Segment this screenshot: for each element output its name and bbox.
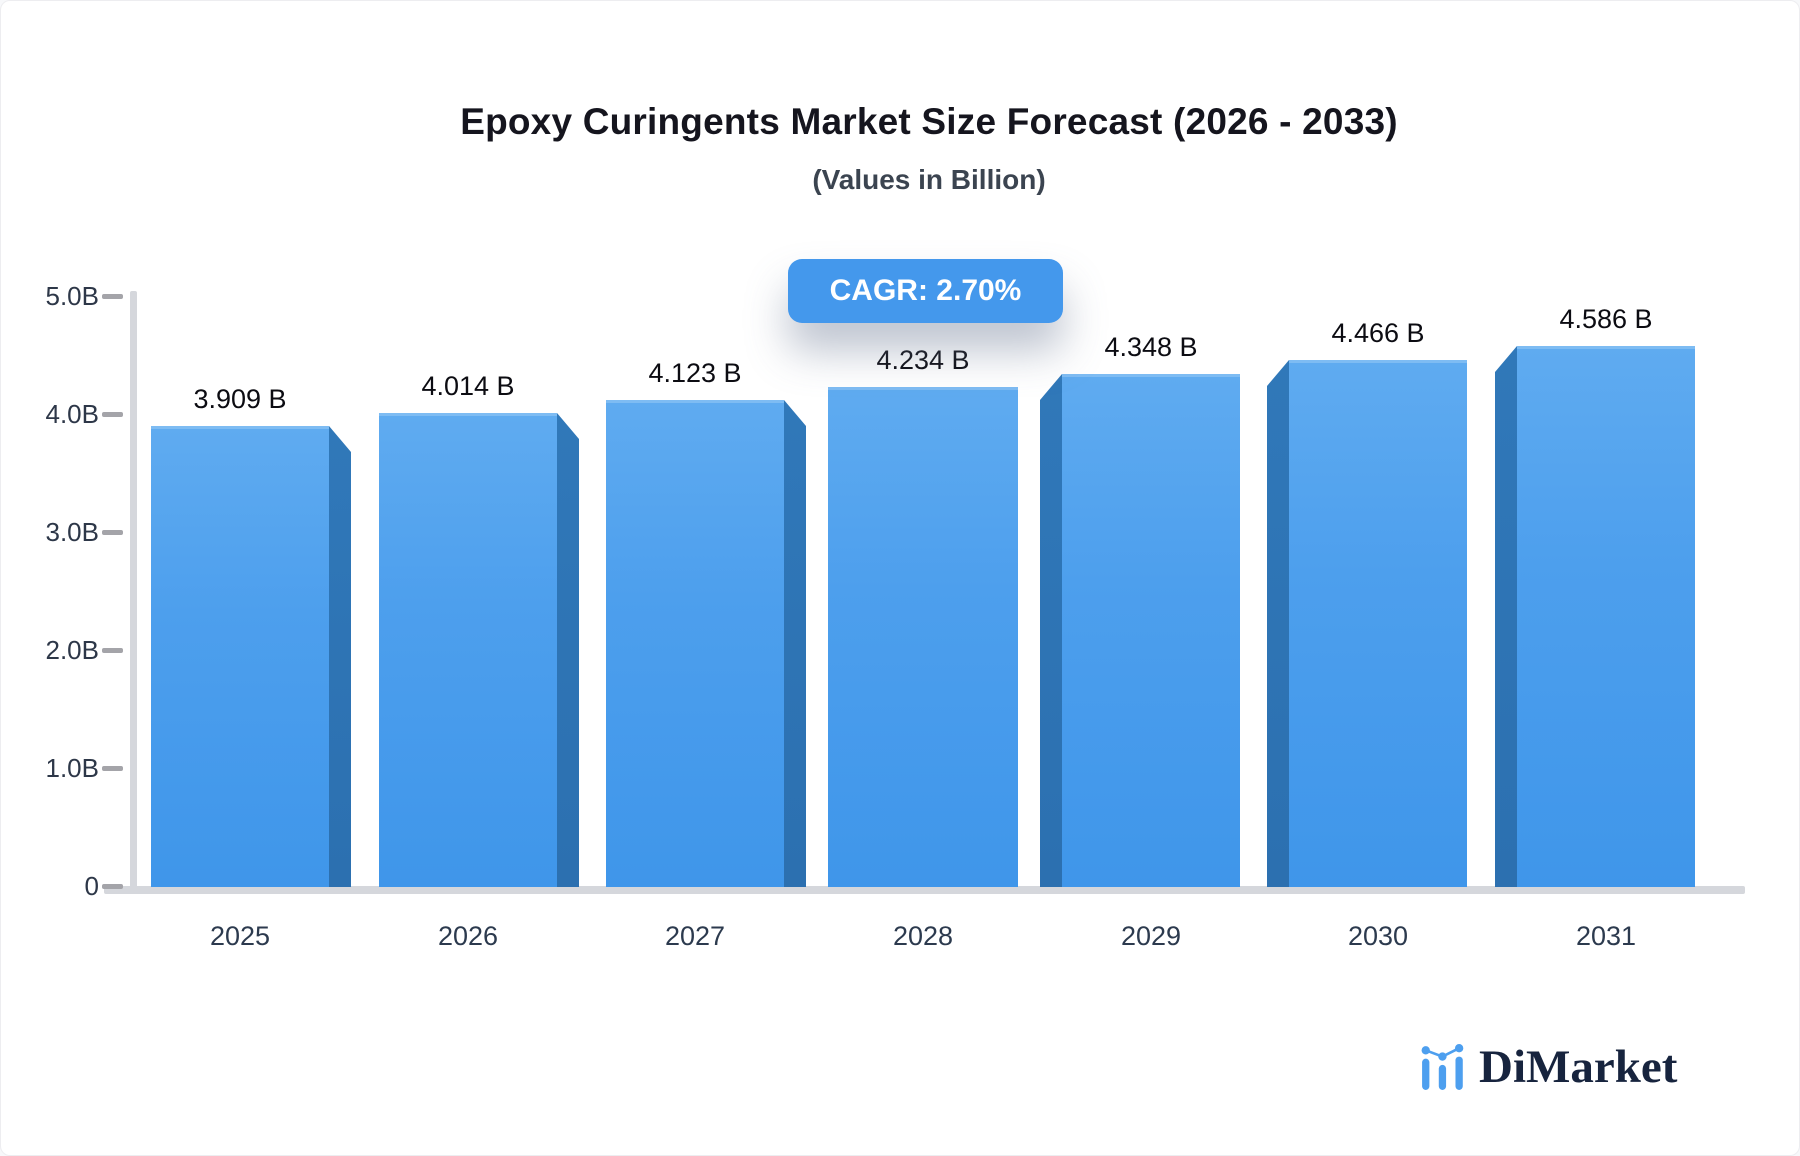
bar-3d-side [329, 426, 351, 887]
bar-3d-side [557, 413, 579, 887]
y-axis-tick-label: 2.0B [45, 635, 100, 665]
bar [1289, 360, 1467, 887]
bar-value-label: 4.123 B [648, 358, 742, 388]
bar [151, 426, 329, 887]
y-axis-tick-mark [102, 294, 123, 299]
bar [828, 387, 1018, 887]
x-axis-label: 2026 [437, 921, 499, 951]
bar-value-label: 3.909 B [193, 384, 287, 414]
y-axis-tick-label: 5.0B [45, 281, 100, 311]
x-axis-label: 2025 [209, 921, 271, 951]
y-axis-tick-label: 1.0B [45, 753, 100, 783]
y-axis-tick-label: 3.0B [45, 517, 100, 547]
mini-bar-chart-logo-icon [1421, 1044, 1464, 1090]
bar [379, 413, 557, 887]
y-axis-tick-label: 4.0B [45, 399, 100, 429]
bar [1517, 346, 1695, 887]
bar-value-label: 4.586 B [1559, 304, 1653, 334]
y-axis-tick-mark [102, 648, 123, 653]
bar [606, 400, 784, 887]
bar-value-label: 4.234 B [876, 345, 970, 375]
x-axis-label: 2030 [1347, 921, 1409, 951]
chart-subtitle: (Values in Billion) [812, 164, 1046, 195]
bar-3d-side [784, 400, 806, 887]
x-axis-line [104, 886, 1745, 894]
bar [1062, 374, 1240, 887]
y-axis-tick-mark [102, 884, 123, 889]
x-axis-label: 2031 [1575, 921, 1637, 951]
x-axis-label: 2029 [1120, 921, 1182, 951]
x-axis-label: 2028 [892, 921, 954, 951]
bar-value-label: 4.466 B [1331, 318, 1425, 348]
brand-logo: DiMarket [1421, 1039, 1677, 1095]
x-axis-label: 2027 [664, 921, 726, 951]
bar-3d-side [1040, 374, 1062, 887]
chart-title: Epoxy Curingents Market Size Forecast (2… [460, 101, 1398, 142]
bar-value-label: 4.014 B [421, 371, 515, 401]
bar-value-label: 4.348 B [1104, 332, 1198, 362]
bar-3d-side [1267, 360, 1289, 887]
y-axis-tick-mark [102, 530, 123, 535]
y-axis-tick-mark [102, 766, 123, 771]
y-axis-tick-mark [102, 412, 123, 417]
cagr-badge: CAGR: 2.70% [788, 259, 1063, 323]
y-axis-tick-label: 0 [84, 871, 99, 901]
y-axis-line [130, 291, 137, 892]
bar-3d-side [1495, 346, 1517, 887]
brand-name: DiMarket [1479, 1040, 1678, 1093]
